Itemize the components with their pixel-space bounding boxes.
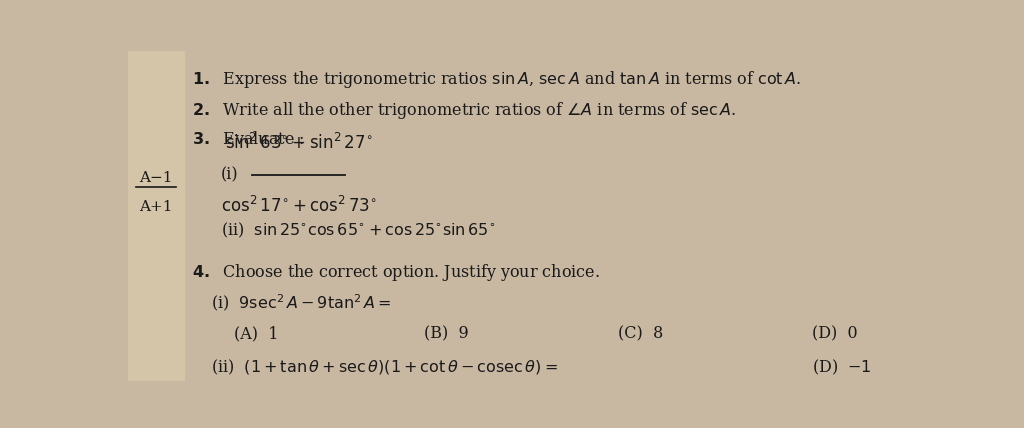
- Text: (D)  $-1$: (D) $-1$: [812, 358, 871, 377]
- Text: $\mathbf{2.}$  Write all the other trigonometric ratios of $\angle A$ in terms o: $\mathbf{2.}$ Write all the other trigon…: [191, 100, 736, 121]
- Text: (B)  9: (B) 9: [424, 325, 469, 342]
- Text: $\mathbf{4.}$  Choose the correct option. Justify your choice.: $\mathbf{4.}$ Choose the correct option.…: [191, 262, 600, 282]
- Bar: [128, 51, 183, 381]
- Text: A+1: A+1: [139, 200, 173, 214]
- Text: $\cos^2 17^{\circ} + \cos^2 73^{\circ}$: $\cos^2 17^{\circ} + \cos^2 73^{\circ}$: [220, 196, 377, 216]
- Text: A−1: A−1: [139, 171, 173, 184]
- Text: (A)  1: (A) 1: [234, 325, 279, 342]
- Text: $\sin^2 63^{\circ} + \sin^2 27^{\circ}$: $\sin^2 63^{\circ} + \sin^2 27^{\circ}$: [224, 133, 373, 153]
- Text: (ii)  $(1 + \tan\theta + \sec\theta)(1 + \cot\theta - \mathrm{cosec}\,\theta) =$: (ii) $(1 + \tan\theta + \sec\theta)(1 + …: [211, 358, 558, 377]
- Text: (D)  0: (D) 0: [812, 325, 857, 342]
- Text: $\mathbf{1.}$  Express the trigonometric ratios $\sin A$, $\sec A$ and $\tan A$ : $\mathbf{1.}$ Express the trigonometric …: [191, 69, 801, 90]
- Text: (i): (i): [221, 166, 239, 183]
- Text: (ii)  $\sin 25^{\circ}\cos 65^{\circ} + \cos 25^{\circ}\sin 65^{\circ}$: (ii) $\sin 25^{\circ}\cos 65^{\circ} + \…: [221, 221, 496, 241]
- Text: (i)  $9\sec^2 A - 9\tan^2 A =$: (i) $9\sec^2 A - 9\tan^2 A =$: [211, 292, 391, 313]
- Text: $\mathbf{3.}$  Evaluate :: $\mathbf{3.}$ Evaluate :: [191, 131, 304, 148]
- Text: (C)  8: (C) 8: [617, 325, 664, 342]
